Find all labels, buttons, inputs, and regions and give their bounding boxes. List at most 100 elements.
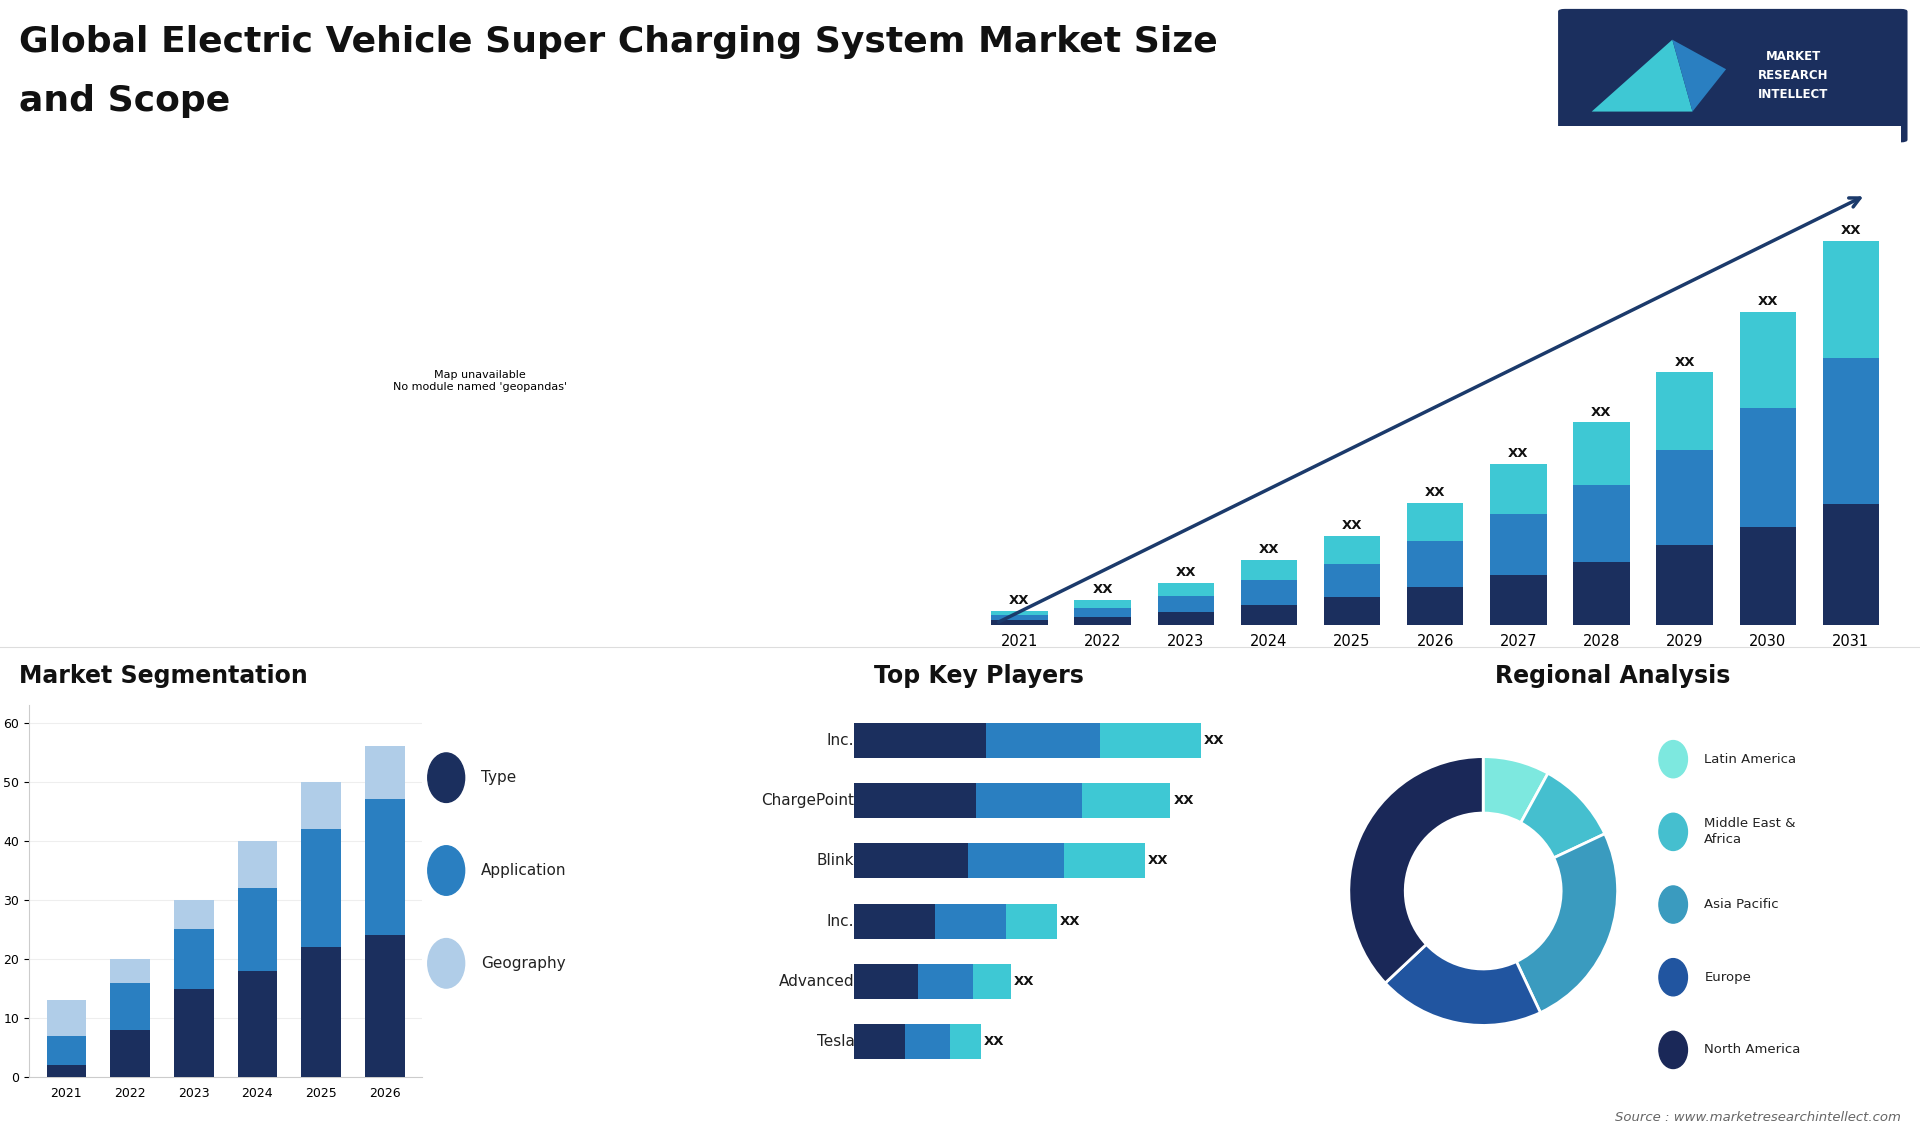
Bar [854,784,975,818]
Wedge shape [1521,774,1605,858]
Text: XX: XX [1010,595,1029,607]
Bar [918,964,973,998]
Text: Global Electric Vehicle Super Charging System Market Size: Global Electric Vehicle Super Charging S… [19,25,1217,58]
Bar [301,948,342,1077]
Bar [935,904,1006,939]
Bar [975,784,1081,818]
Text: XX: XX [1674,355,1695,369]
Bar [1572,423,1630,485]
Text: XX: XX [1175,566,1196,579]
Bar [973,964,1012,998]
Text: XX: XX [1060,915,1081,927]
Text: Geography: Geography [480,956,564,971]
Text: ChargePoint: ChargePoint [762,793,854,808]
Text: Regional Analysis: Regional Analysis [1496,665,1730,688]
Bar [1240,605,1298,625]
Bar [175,929,213,989]
Text: INTELLECT: INTELLECT [1759,88,1828,101]
Bar [46,1066,86,1077]
Bar [1240,580,1298,605]
Bar [991,620,1048,625]
Bar [1822,358,1880,504]
Bar [968,843,1064,878]
Text: Middle East &
Africa: Middle East & Africa [1705,817,1795,847]
Circle shape [428,939,465,988]
Bar [238,888,276,971]
Text: Asia Pacific: Asia Pacific [1705,898,1780,911]
Text: Type: Type [480,770,516,785]
Bar [1158,583,1213,596]
Bar [1075,599,1131,607]
Text: XX: XX [1425,486,1446,499]
Bar [1407,541,1463,587]
Bar [365,800,405,935]
Text: RESEARCH: RESEARCH [1759,69,1828,83]
Bar [991,615,1048,620]
Bar [175,900,213,929]
Text: Inc.: Inc. [828,913,854,928]
Text: XX: XX [1014,975,1035,988]
Bar [109,982,150,1030]
Bar [1822,504,1880,625]
Text: MARKET: MARKET [1766,50,1820,63]
Text: XX: XX [1260,543,1279,556]
Text: Market Segmentation: Market Segmentation [19,665,307,688]
Text: Inc.: Inc. [828,733,854,748]
Wedge shape [1482,756,1548,823]
Bar [301,829,342,948]
Text: XX: XX [1148,855,1169,868]
Circle shape [1659,814,1688,850]
FancyBboxPatch shape [1559,9,1907,142]
Text: Latin America: Latin America [1705,753,1797,766]
Bar [1740,408,1795,527]
Bar [1822,241,1880,358]
Bar [1323,597,1380,625]
Bar [238,841,276,888]
Bar [1158,612,1213,625]
Text: North America: North America [1705,1043,1801,1057]
Bar [1657,449,1713,545]
Text: XX: XX [983,1035,1004,1047]
Text: XX: XX [1173,794,1194,807]
Text: XX: XX [1757,296,1778,308]
Polygon shape [1592,40,1693,111]
Wedge shape [1384,944,1540,1026]
Bar [1075,607,1131,617]
Bar [1407,503,1463,541]
Bar [1081,784,1171,818]
Bar [1740,527,1795,625]
Bar [365,935,405,1077]
Text: Europe: Europe [1705,971,1751,983]
Bar [1323,536,1380,564]
Bar [991,611,1048,615]
Bar [854,964,918,998]
Text: XX: XX [1592,406,1611,418]
Bar [1100,723,1200,758]
Bar [1240,559,1298,580]
Bar [365,746,405,800]
Bar [904,1025,950,1059]
Text: Map unavailable
No module named 'geopandas': Map unavailable No module named 'geopand… [394,370,566,392]
Text: and Scope: and Scope [19,84,230,118]
Bar [1064,843,1144,878]
Text: Advanced: Advanced [780,974,854,989]
Circle shape [1659,740,1688,778]
Bar [1490,515,1548,574]
Bar [1572,562,1630,625]
Wedge shape [1517,834,1617,1013]
Bar [301,782,342,829]
Bar [1657,372,1713,449]
Bar [46,1036,86,1066]
Text: Top Key Players: Top Key Players [874,665,1085,688]
Text: Tesla: Tesla [816,1034,854,1049]
Bar [854,723,985,758]
Bar [1075,617,1131,625]
Bar [1490,574,1548,625]
Bar [1407,587,1463,625]
Bar [175,989,213,1077]
Text: Source : www.marketresearchintellect.com: Source : www.marketresearchintellect.com [1615,1112,1901,1124]
Bar [1323,564,1380,597]
Text: XX: XX [1092,582,1114,596]
Text: XX: XX [1507,447,1528,461]
Circle shape [1659,1031,1688,1068]
